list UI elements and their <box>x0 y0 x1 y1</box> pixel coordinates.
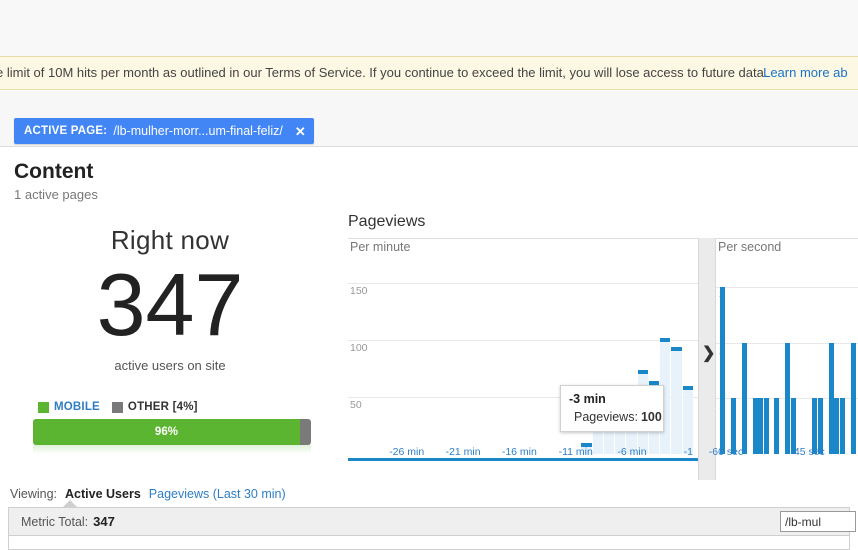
bar-cap <box>648 381 660 386</box>
pageviews-title: Pageviews <box>348 213 426 230</box>
bar[interactable] <box>682 387 693 454</box>
metric-total-value: 347 <box>93 514 115 529</box>
tooltip-value: 100 <box>640 410 662 424</box>
bar[interactable] <box>834 398 840 454</box>
page-title: Content <box>14 160 94 183</box>
active-page-tag[interactable]: ACTIVE PAGE: /lb-mulher-morr...um-final-… <box>14 118 314 144</box>
viewing-label: Viewing: <box>10 487 58 501</box>
per-minute-plot-area[interactable]: 50 100 150 -26 min -21 min -16 min -11 min -6 m… <box>348 238 698 480</box>
legend-swatch-other-icon <box>111 401 123 413</box>
bar[interactable] <box>592 410 603 454</box>
bar[interactable] <box>850 342 856 454</box>
bar[interactable] <box>730 398 736 454</box>
bar[interactable] <box>581 444 592 454</box>
active-pages-count: 1 active pages <box>14 187 98 202</box>
active-page-tag-value: /lb-mulher-morr...um-final-feliz/ <box>113 124 283 138</box>
active-users-caption: active users on site <box>114 358 226 373</box>
results-table-header <box>8 535 850 550</box>
y-axis-tick: 50 <box>350 398 362 411</box>
bar[interactable] <box>720 287 725 454</box>
pageviews-divider <box>348 238 858 239</box>
viewing-switcher: Viewing: Active Users Pageviews (Last 30… <box>0 482 858 506</box>
x-axis-line <box>348 458 698 461</box>
bar-cap <box>671 346 682 351</box>
y-axis-tick: 100 <box>350 341 368 354</box>
x-axis-tick: -6 min <box>617 446 647 458</box>
bar[interactable] <box>839 398 845 454</box>
progress-reflection <box>33 445 311 454</box>
bar[interactable] <box>812 398 818 454</box>
bar[interactable] <box>817 398 823 454</box>
close-icon[interactable]: ✕ <box>294 123 306 139</box>
bar[interactable] <box>626 410 637 454</box>
bar[interactable] <box>785 342 791 454</box>
per-second-label: Per second <box>718 240 782 254</box>
pageviews-charts: Per minute 50 100 150 -26 min -21 min -16 min… <box>348 238 858 480</box>
x-axis-tick: -1 <box>683 446 694 458</box>
gridline <box>716 287 858 289</box>
metric-total-bar: Metric Total: 347 <box>8 507 850 535</box>
bar[interactable] <box>774 398 780 454</box>
legend-swatch-mobile-icon <box>38 401 49 413</box>
banner-learn-more-link[interactable]: Learn more ab <box>763 65 848 80</box>
right-now-panel: Right now 347 active users on site <box>0 225 340 373</box>
bar-cap <box>581 442 592 447</box>
charts-divider <box>698 238 716 480</box>
metric-total-label: Metric Total: <box>21 514 89 529</box>
x-axis-tick: -11 min <box>558 446 593 458</box>
bar[interactable] <box>763 398 769 454</box>
page-filter-input[interactable] <box>780 511 856 532</box>
active-users-number: 347 <box>96 255 244 354</box>
bar[interactable] <box>603 412 615 454</box>
banner-text: e limit of 10M hits per month as outline… <box>0 65 768 80</box>
right-now-title: Right now <box>110 225 230 255</box>
bar[interactable] <box>752 398 758 454</box>
per-minute-chart: Per minute 50 100 150 -26 min -21 min -16 min… <box>348 238 698 480</box>
active-page-tag-label: ACTIVE PAGE: <box>24 125 108 137</box>
tooltip-title: -3 min <box>569 392 606 406</box>
per-second-plot-area[interactable]: 123-60 sec-45 sec <box>709 238 858 480</box>
x-axis-tick: -60 sec <box>708 446 744 458</box>
tooltip-row: Pageviews: 100 <box>569 410 662 424</box>
bar-cap <box>660 337 671 342</box>
bar[interactable] <box>671 348 682 454</box>
bar[interactable] <box>790 398 796 454</box>
device-share-mobile-fill: 96% <box>33 419 300 445</box>
y-axis-tick: 150 <box>350 284 368 297</box>
x-axis-tick: -45 sec <box>790 446 825 458</box>
device-share-progress-bar: 96% <box>33 419 311 445</box>
chevron-right-icon[interactable]: ❯ <box>702 345 716 362</box>
viewing-option-pageviews[interactable]: Pageviews (Last 30 min) <box>148 487 286 501</box>
legend-item-other: OTHER [4%] <box>111 401 198 413</box>
viewing-option-active-users[interactable]: Active Users <box>65 487 141 501</box>
legend-label-other: OTHER [4%] <box>127 401 198 413</box>
selected-tab-caret-icon <box>63 500 77 507</box>
legend-item-mobile: MOBILE <box>38 401 100 413</box>
bar-cap <box>637 369 648 374</box>
bar[interactable] <box>615 410 626 454</box>
bar[interactable] <box>741 342 747 454</box>
per-minute-label: Per minute <box>350 240 411 254</box>
device-legend: MOBILE OTHER [4%] <box>38 401 198 413</box>
per-second-chart: Per second 123-60 sec-45 sec <box>709 238 858 480</box>
chart-tooltip: -3 min Pageviews: 100 <box>560 385 664 432</box>
x-axis-tick: -21 min <box>445 446 481 458</box>
bar[interactable] <box>758 398 764 454</box>
quota-warning-banner: e limit of 10M hits per month as outline… <box>0 56 858 90</box>
bar-cap <box>682 385 693 390</box>
bar[interactable] <box>828 342 834 454</box>
gridline <box>348 339 698 341</box>
tooltip-series-label: Pageviews: <box>574 410 638 424</box>
bar[interactable] <box>660 339 671 454</box>
top-empty-strip <box>0 0 858 56</box>
content-heading: Content 1 active pages <box>14 160 98 202</box>
x-axis-tick: -26 min <box>389 446 425 458</box>
pageviews-header: Pageviews <box>348 213 858 239</box>
x-axis-tick: -16 min <box>501 446 537 458</box>
gridline <box>348 396 698 398</box>
legend-label-mobile: MOBILE <box>54 401 100 413</box>
gridline <box>348 282 698 284</box>
